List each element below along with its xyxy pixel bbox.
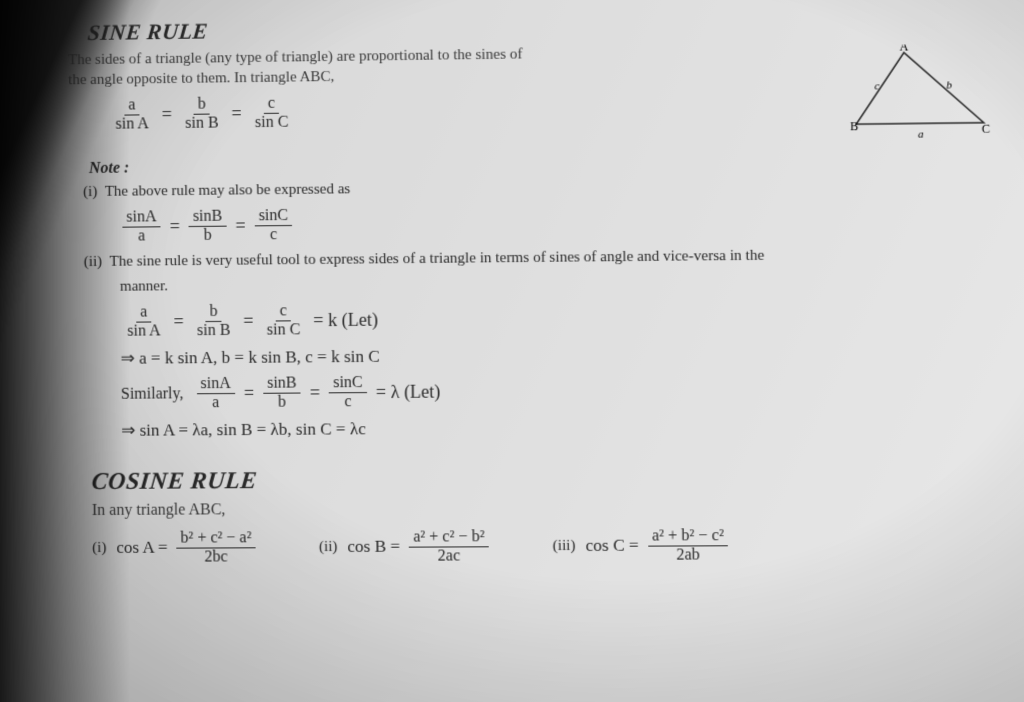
- den: 2bc: [200, 548, 231, 566]
- lhs: cos C =: [586, 536, 639, 556]
- num: c: [276, 302, 291, 321]
- den: 2ab: [672, 546, 704, 564]
- cosA: (i) cos A = b² + c² − a² 2bc: [92, 529, 259, 567]
- cosine-rule-intro: In any triangle ABC,: [92, 495, 1024, 521]
- den: b: [200, 226, 216, 244]
- num: b² + c² − a²: [176, 529, 255, 548]
- note-i-formula: sinA a = sinB b = sinC c: [119, 199, 1024, 245]
- note-ii-deriv2: ⇒ sin A = λa, sin B = λb, sin C = λc: [121, 413, 1024, 443]
- note-ii-roman: (ii): [84, 253, 102, 269]
- num: b: [205, 302, 221, 321]
- eq-k: = k (Let): [313, 309, 378, 331]
- note-ii-text2: manner.: [120, 268, 1024, 297]
- equals: =: [231, 103, 241, 124]
- den: sin C: [263, 321, 305, 339]
- num: sinA: [122, 208, 160, 227]
- cosine-formulas: (i) cos A = b² + c² − a² 2bc (ii) cos B …: [92, 525, 1024, 566]
- roman-iii: (iii): [553, 538, 576, 555]
- sine-intro-line2: the angle opposite to them. In triangle …: [68, 69, 334, 88]
- note-ii: (ii) The sine rule is very useful tool t…: [84, 243, 1024, 273]
- den: a: [208, 394, 223, 412]
- frac: sinC c: [329, 374, 367, 411]
- cosine-rule-heading: COSINE RULE: [90, 468, 258, 496]
- den: b: [274, 394, 290, 412]
- num: a: [124, 96, 139, 115]
- side-b: b: [946, 79, 952, 91]
- note-i-text: The above rule may also be expressed as: [105, 181, 351, 200]
- frac: sinA a: [122, 208, 161, 245]
- side-a: a: [918, 128, 924, 140]
- lhs: cos A =: [116, 538, 167, 558]
- equals: =: [235, 215, 245, 236]
- similarly-label: Similarly,: [121, 385, 184, 403]
- equals: =: [310, 383, 320, 404]
- den: sin B: [181, 114, 223, 133]
- equals: =: [170, 216, 180, 237]
- note-ii-similarly: Similarly, sinA a = sinB b = sinC c = λ …: [121, 369, 1024, 413]
- den: a: [134, 227, 149, 245]
- num: sinC: [329, 374, 367, 393]
- frac: c sin C: [262, 302, 304, 339]
- num: sinB: [189, 207, 227, 226]
- frac-b-sinB: b sin B: [181, 95, 223, 133]
- num: c: [264, 94, 279, 113]
- note-ii-formula: a sin A = b sin B = c sin C = k (Let): [120, 296, 1024, 341]
- equals: =: [174, 311, 184, 332]
- triangle-figure: A B C c b a: [847, 43, 992, 146]
- num: b: [194, 95, 210, 114]
- sine-intro-line1: The sides of a triangle (any type of tri…: [68, 46, 523, 68]
- num: sinB: [263, 375, 301, 394]
- frac: a² + b² − c² 2ab: [648, 527, 729, 565]
- cosC: (iii) cos C = a² + b² − c² 2ab: [553, 527, 732, 565]
- frac: b sin B: [193, 302, 235, 339]
- side-c: c: [874, 80, 879, 92]
- frac: a sin A: [123, 303, 165, 340]
- cosB: (ii) cos B = a² + c² − b² 2ac: [319, 528, 492, 566]
- eq-lambda: = λ (Let): [376, 382, 441, 404]
- num: a² + b² − c²: [648, 527, 728, 547]
- frac: sinC c: [255, 206, 293, 243]
- frac: b² + c² − a² 2bc: [176, 529, 255, 566]
- den: sin A: [123, 322, 165, 340]
- num: a² + c² − b²: [409, 528, 489, 547]
- frac-a-sinA: a sin A: [111, 96, 153, 134]
- equals: =: [244, 383, 254, 404]
- num: sinC: [255, 206, 293, 225]
- frac: sinB b: [189, 207, 227, 244]
- note-i-roman: (i): [83, 183, 97, 199]
- num: sinA: [196, 375, 235, 394]
- equals: =: [243, 310, 253, 331]
- num: a: [136, 303, 151, 322]
- den: sin A: [111, 115, 153, 133]
- den: sin B: [193, 321, 235, 339]
- note-ii-deriv1: ⇒ a = k sin A, b = k sin B, c = k sin C: [120, 339, 1024, 370]
- den: sin C: [251, 113, 293, 132]
- frac: a² + c² − b² 2ac: [409, 528, 489, 566]
- frac: sinA a: [196, 375, 235, 412]
- roman-i: (i): [92, 540, 106, 557]
- den: c: [340, 393, 355, 411]
- roman-ii: (ii): [319, 539, 338, 556]
- frac-c-sinC: c sin C: [251, 94, 293, 132]
- vertex-C: C: [982, 122, 990, 136]
- sine-rule-heading: SINE RULE: [86, 18, 209, 46]
- vertex-B: B: [850, 119, 858, 133]
- note-i: (i) The above rule may also be expressed…: [83, 172, 1024, 203]
- den: c: [266, 226, 281, 244]
- equals: =: [162, 104, 172, 125]
- vertex-A: A: [899, 43, 908, 53]
- lhs: cos B =: [347, 537, 400, 557]
- note-ii-text: The sine rule is very useful tool to exp…: [109, 247, 764, 269]
- den: 2ac: [434, 547, 465, 565]
- frac: sinB b: [263, 375, 301, 412]
